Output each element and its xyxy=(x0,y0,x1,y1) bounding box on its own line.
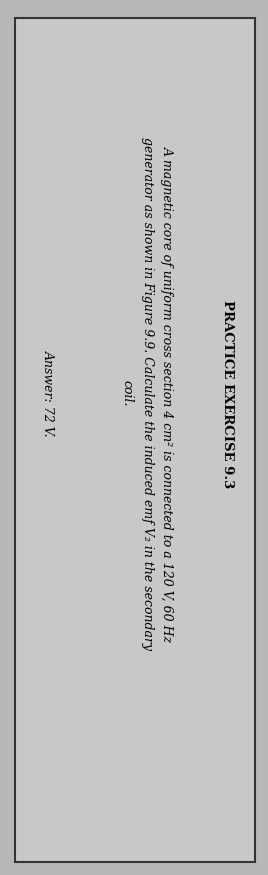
Text: PRACTICE EXERCISE 9.3: PRACTICE EXERCISE 9.3 xyxy=(221,299,234,488)
Text: A magnetic core of uniform cross section 4 cm² is connected to a 120 V, 60 Hz
ge: A magnetic core of uniform cross section… xyxy=(121,137,174,650)
Text: Answer: 72 V.: Answer: 72 V. xyxy=(42,350,55,437)
FancyBboxPatch shape xyxy=(15,18,255,862)
